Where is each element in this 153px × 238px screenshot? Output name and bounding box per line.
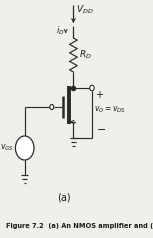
Text: $+$: $+$ bbox=[21, 139, 29, 149]
Circle shape bbox=[50, 104, 54, 109]
Text: $-$: $-$ bbox=[96, 123, 106, 133]
Text: $v_{GS}$: $v_{GS}$ bbox=[0, 143, 14, 153]
Text: $V_{DD}$: $V_{DD}$ bbox=[76, 4, 93, 16]
Text: $R_D$: $R_D$ bbox=[79, 49, 92, 61]
Circle shape bbox=[90, 85, 94, 91]
Text: Figure 7.2  (a) An NMOS amplifier and (: Figure 7.2 (a) An NMOS amplifier and ( bbox=[6, 223, 153, 229]
Text: $i_D$: $i_D$ bbox=[56, 25, 64, 37]
Circle shape bbox=[15, 136, 34, 160]
Text: $+$: $+$ bbox=[95, 89, 104, 99]
Text: $-$: $-$ bbox=[20, 148, 29, 158]
Text: $v_O = v_{DS}$: $v_O = v_{DS}$ bbox=[93, 105, 126, 115]
Text: (a): (a) bbox=[57, 193, 71, 203]
